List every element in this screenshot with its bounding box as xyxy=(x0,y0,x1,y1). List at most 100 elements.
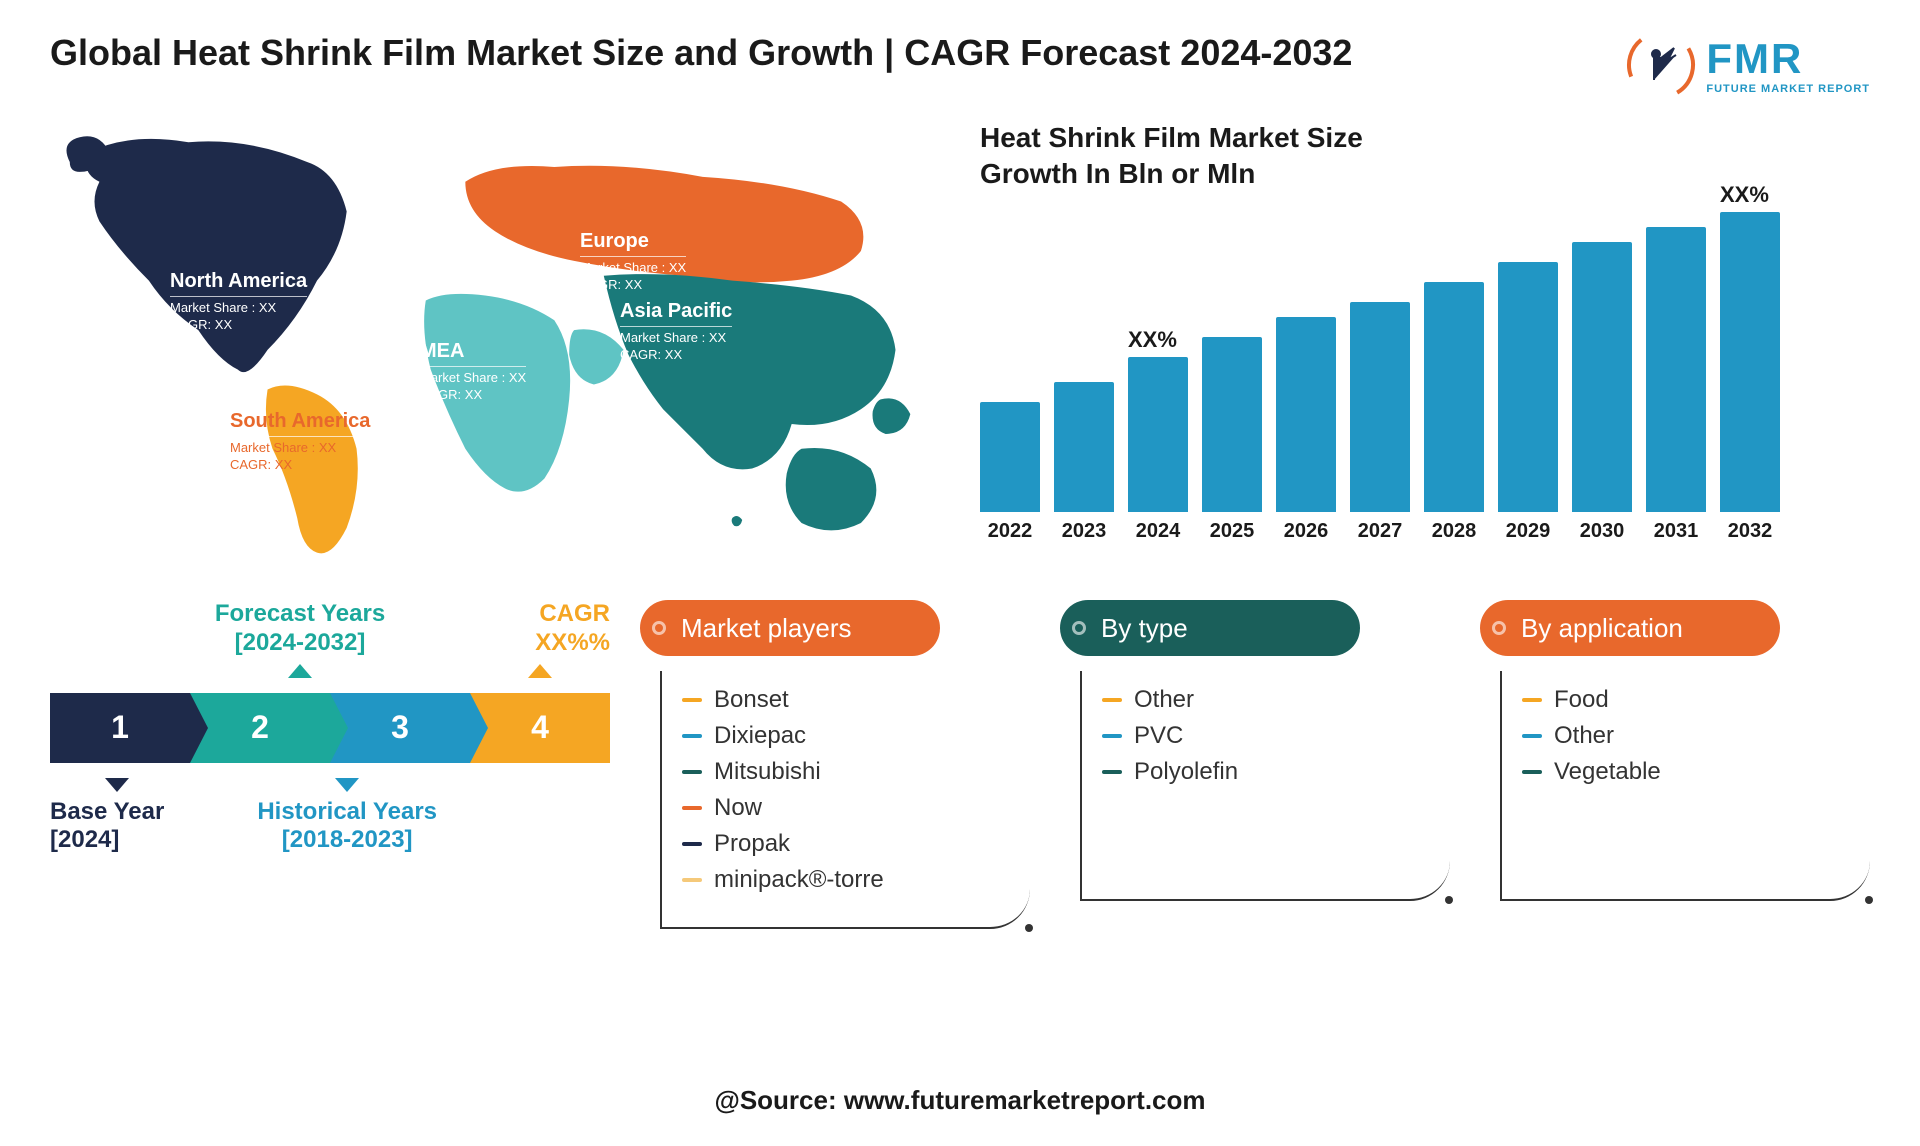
list-item-label: Mitsubishi xyxy=(714,758,821,786)
hist-value: [2018-2023] xyxy=(257,826,437,854)
card-body: BonsetDixiepacMitsubishiNowPropakminipac… xyxy=(660,671,1030,929)
card-body: Food Other Vegetable xyxy=(1500,671,1870,901)
cagr-value: XX%% xyxy=(470,629,610,658)
timeline-seg-1: 1 xyxy=(50,693,190,763)
logo-icon xyxy=(1626,30,1696,100)
logo-subtitle: FUTURE MARKET REPORT xyxy=(1706,83,1870,95)
region-share: Market Share : XX xyxy=(170,300,307,317)
bar: XX% xyxy=(1720,212,1780,512)
list-marker-icon xyxy=(1522,734,1542,738)
forecast-range: [2024-2032] xyxy=(130,629,470,658)
dot-icon xyxy=(1492,621,1506,635)
page-title: Global Heat Shrink Film Market Size and … xyxy=(50,30,1352,77)
bar-group: 2025 xyxy=(1202,337,1262,543)
list-item-label: Food xyxy=(1554,686,1609,714)
list-marker-icon xyxy=(1522,698,1542,702)
arrow-up-icon xyxy=(288,664,312,678)
base-label-text: Base Year xyxy=(50,798,164,826)
region-share: Market Share : XX xyxy=(420,370,526,387)
list-item: Vegetable xyxy=(1522,758,1840,786)
region-name: North America xyxy=(170,270,307,297)
bar-year-label: 2026 xyxy=(1284,520,1329,543)
bar: XX% xyxy=(1128,357,1188,512)
bar-group: 2031 xyxy=(1646,227,1706,543)
region-cagr: CAGR: XX xyxy=(230,457,370,474)
growth-chart: Heat Shrink Film Market Size Growth In B… xyxy=(980,120,1870,560)
bar-group: 2023 xyxy=(1054,382,1114,543)
bar xyxy=(1276,317,1336,512)
bars-container: 2022 2023 XX% 2024 2025 2026 2027 2028 2… xyxy=(980,213,1870,543)
cagr-label-text: CAGR xyxy=(470,600,610,629)
bar xyxy=(980,402,1040,512)
bar-group: 2028 xyxy=(1424,282,1484,543)
region-name: South America xyxy=(230,410,370,437)
list-item-label: PVC xyxy=(1134,722,1183,750)
bar-annotation: XX% xyxy=(1720,182,1769,208)
region-name: MEA xyxy=(420,340,526,367)
list-item-label: Polyolefin xyxy=(1134,758,1238,786)
forecast-label-text: Forecast Years xyxy=(130,600,470,629)
list-item-label: Now xyxy=(714,794,762,822)
bar-year-label: 2029 xyxy=(1506,520,1551,543)
list-item: Propak xyxy=(682,830,1000,858)
timeline-seg-4: 4 xyxy=(470,693,610,763)
region-share: Market Share : XX xyxy=(620,330,732,347)
list-item: Mitsubishi xyxy=(682,758,1000,786)
dot-icon xyxy=(652,621,666,635)
bar-group: XX% 2032 xyxy=(1720,212,1780,543)
region-label-na: North America Market Share : XX CAGR: XX xyxy=(170,270,307,334)
region-share: Market Share : XX xyxy=(230,440,370,457)
list-item: minipack®-torre xyxy=(682,866,1000,894)
bar-year-label: 2031 xyxy=(1654,520,1699,543)
bar-group: 2027 xyxy=(1350,302,1410,543)
list-marker-icon xyxy=(1102,698,1122,702)
list-marker-icon xyxy=(682,734,702,738)
arrow-up-icon xyxy=(528,664,552,678)
arrow-down-icon xyxy=(335,778,359,792)
bar-year-label: 2032 xyxy=(1728,520,1773,543)
list-marker-icon xyxy=(682,806,702,810)
timeline-seg-2: 2 xyxy=(190,693,330,763)
card-list: Food Other Vegetable xyxy=(1522,686,1840,786)
historical-label: Historical Years [2018-2023] xyxy=(257,778,437,854)
region-cagr: CAGR: XX xyxy=(170,317,307,334)
list-item-label: Other xyxy=(1134,686,1194,714)
bar xyxy=(1202,337,1262,512)
bar-group: 2026 xyxy=(1276,317,1336,543)
list-marker-icon xyxy=(1102,734,1122,738)
card-header: By type xyxy=(1060,600,1360,656)
region-cagr: CAGR: XX xyxy=(580,277,686,294)
bar-group: 2022 xyxy=(980,402,1040,543)
bar xyxy=(1350,302,1410,512)
source-attribution: @Source: www.futuremarketreport.com xyxy=(714,1085,1205,1116)
list-item: Food xyxy=(1522,686,1840,714)
list-item: Other xyxy=(1522,722,1840,750)
bar-annotation: XX% xyxy=(1128,327,1177,353)
list-item: Now xyxy=(682,794,1000,822)
region-name: Asia Pacific xyxy=(620,300,732,327)
region-label-ap: Asia Pacific Market Share : XX CAGR: XX xyxy=(620,300,732,364)
list-item: Dixiepac xyxy=(682,722,1000,750)
logo: FMR FUTURE MARKET REPORT xyxy=(1626,30,1870,100)
timeline-bar: 1 2 3 4 xyxy=(50,693,610,763)
bar-group: 2029 xyxy=(1498,262,1558,543)
info-card: By type Other PVC Polyolefin xyxy=(1060,600,1450,929)
list-item-label: minipack®-torre xyxy=(714,866,884,894)
list-item-label: Propak xyxy=(714,830,790,858)
card-list: BonsetDixiepacMitsubishiNowPropakminipac… xyxy=(682,686,1000,894)
region-label-eu: Europe Market Share : XX CAGR: XX xyxy=(580,230,686,294)
bar xyxy=(1054,382,1114,512)
bar-year-label: 2028 xyxy=(1432,520,1477,543)
bar-group: 2030 xyxy=(1572,242,1632,543)
region-label-sa: South America Market Share : XX CAGR: XX xyxy=(230,410,370,474)
list-marker-icon xyxy=(1102,770,1122,774)
timeline-seg-3: 3 xyxy=(330,693,470,763)
hist-label-text: Historical Years xyxy=(257,798,437,826)
region-share: Market Share : XX xyxy=(580,260,686,277)
cagr-label: CAGR XX%% xyxy=(470,600,610,678)
bar-year-label: 2025 xyxy=(1210,520,1255,543)
list-marker-icon xyxy=(682,698,702,702)
map-region-na xyxy=(66,136,346,372)
timeline: Forecast Years [2024-2032] CAGR XX%% 1 2… xyxy=(50,600,610,854)
bar-year-label: 2027 xyxy=(1358,520,1403,543)
